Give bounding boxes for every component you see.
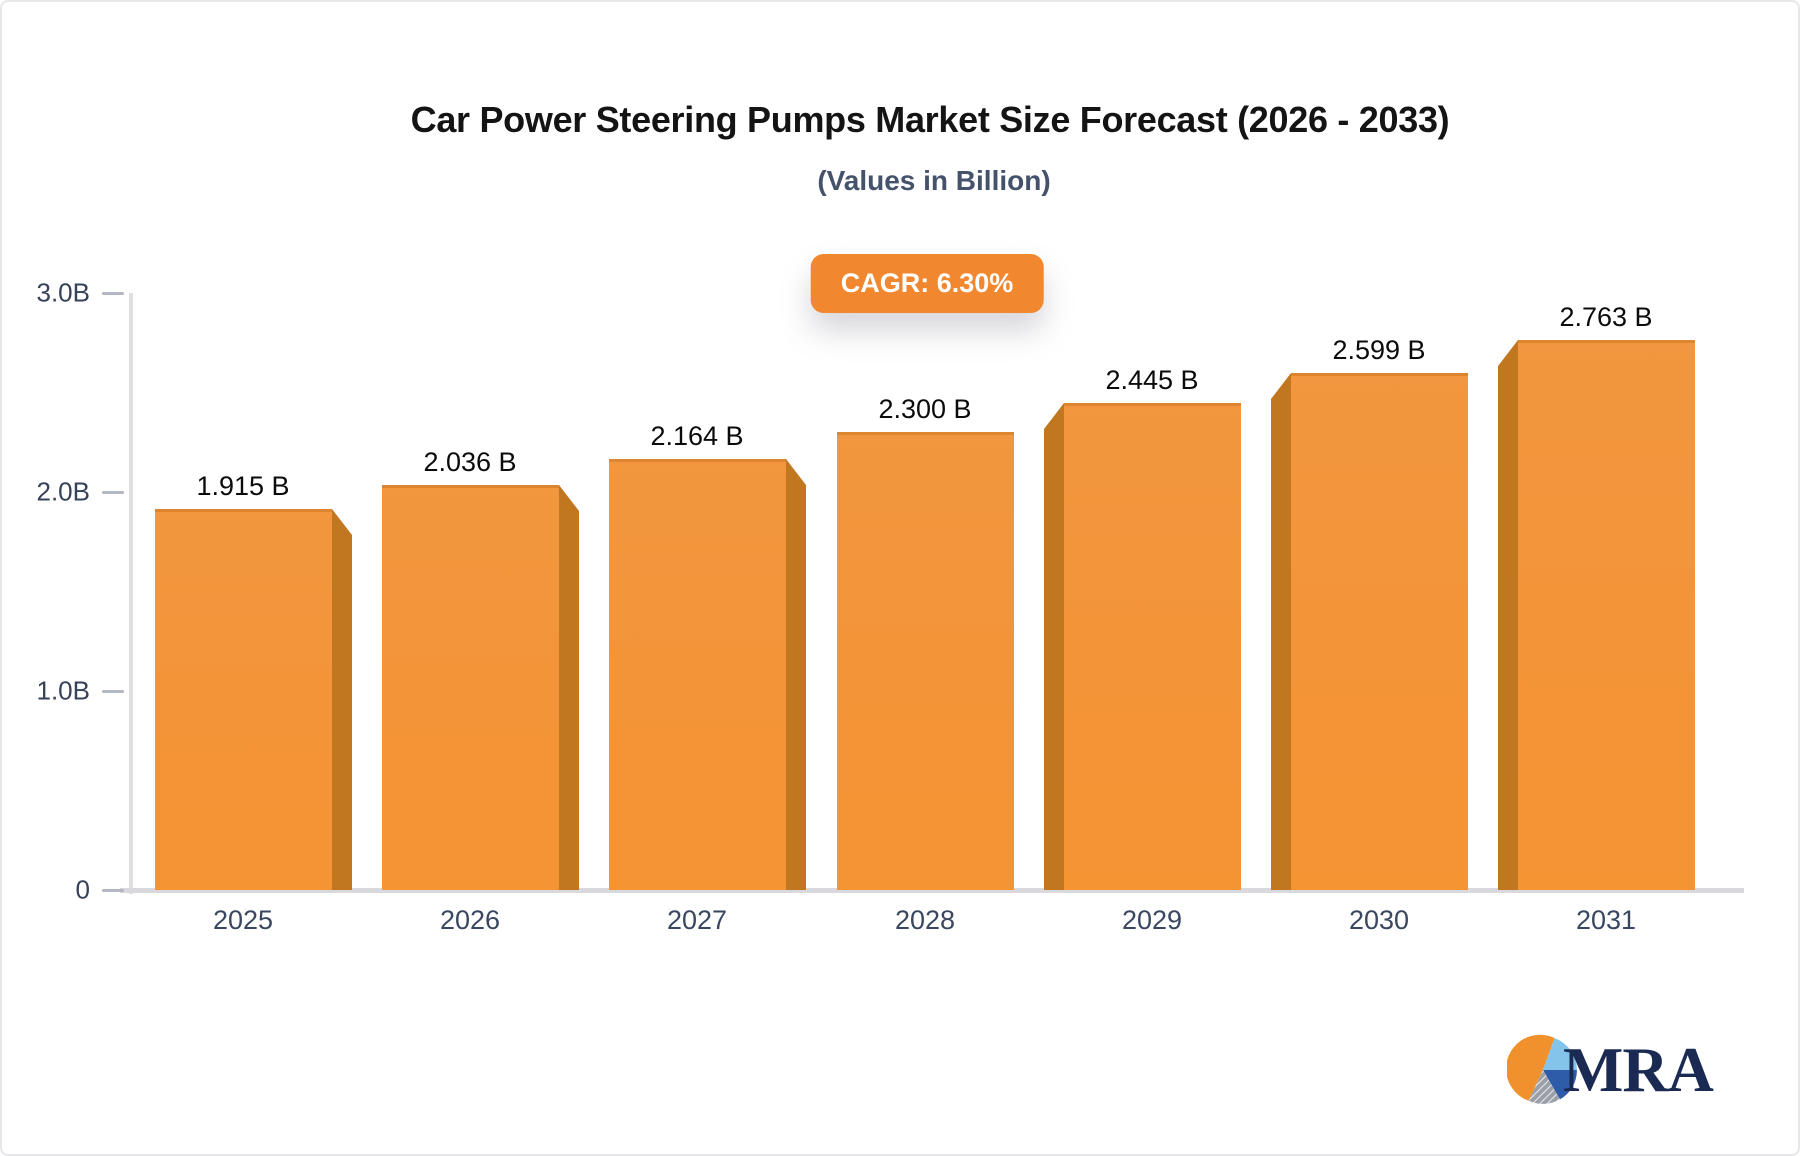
mra-logo-text: MRA — [1563, 1034, 1714, 1105]
bar-3d-side — [786, 459, 806, 890]
bar-2025 — [155, 509, 332, 890]
bar-value-label: 2.763 B — [1559, 302, 1653, 332]
pie-chart-logo-icon — [1507, 1034, 1577, 1104]
bar-value-label: 2.599 B — [1332, 335, 1426, 365]
y-tick-mark — [102, 888, 124, 892]
y-tick-label: 1.0B — [36, 675, 91, 706]
bar-3d-side — [1498, 340, 1518, 890]
y-axis-line — [129, 293, 133, 894]
x-axis-label: 2028 — [894, 905, 956, 935]
y-tick-mark — [102, 291, 124, 295]
chart-subtitle: (Values in Billion) — [817, 165, 1051, 196]
y-tick-label: 2.0B — [36, 476, 91, 507]
bar-3d-side — [1044, 403, 1064, 890]
bar-value-label: 2.164 B — [650, 421, 744, 451]
bar-2028 — [837, 432, 1014, 890]
bar-2026 — [382, 485, 559, 890]
bar-value-label: 1.915 B — [196, 471, 290, 501]
chart-title: Car Power Steering Pumps Market Size For… — [410, 99, 1450, 140]
bar-value-label: 2.036 B — [423, 447, 517, 477]
bar-2027 — [609, 459, 786, 890]
x-axis-label: 2030 — [1348, 905, 1410, 935]
bar-value-label: 2.445 B — [1105, 365, 1199, 395]
y-tick-mark — [102, 689, 124, 693]
bar-2030 — [1291, 373, 1468, 890]
x-axis-label: 2025 — [212, 905, 274, 935]
bar-3d-side — [1271, 373, 1291, 890]
bar-3d-side — [559, 485, 579, 890]
cagr-badge: CAGR: 6.30% — [810, 254, 1044, 313]
x-axis-line — [120, 888, 1744, 893]
bar-2029 — [1064, 403, 1241, 890]
mra-logo: MRA — [1507, 1034, 1714, 1106]
x-axis-label: 2027 — [666, 905, 728, 935]
bar-3d-side — [332, 509, 352, 890]
x-axis-label: 2031 — [1575, 905, 1637, 935]
x-axis-label: 2026 — [439, 905, 501, 935]
y-tick-label: 0 — [75, 874, 90, 905]
y-tick-label: 3.0B — [36, 277, 91, 308]
y-tick-mark — [102, 490, 124, 494]
bar-2031 — [1518, 340, 1695, 890]
bar-value-label: 2.300 B — [878, 394, 972, 424]
x-axis-label: 2029 — [1121, 905, 1183, 935]
